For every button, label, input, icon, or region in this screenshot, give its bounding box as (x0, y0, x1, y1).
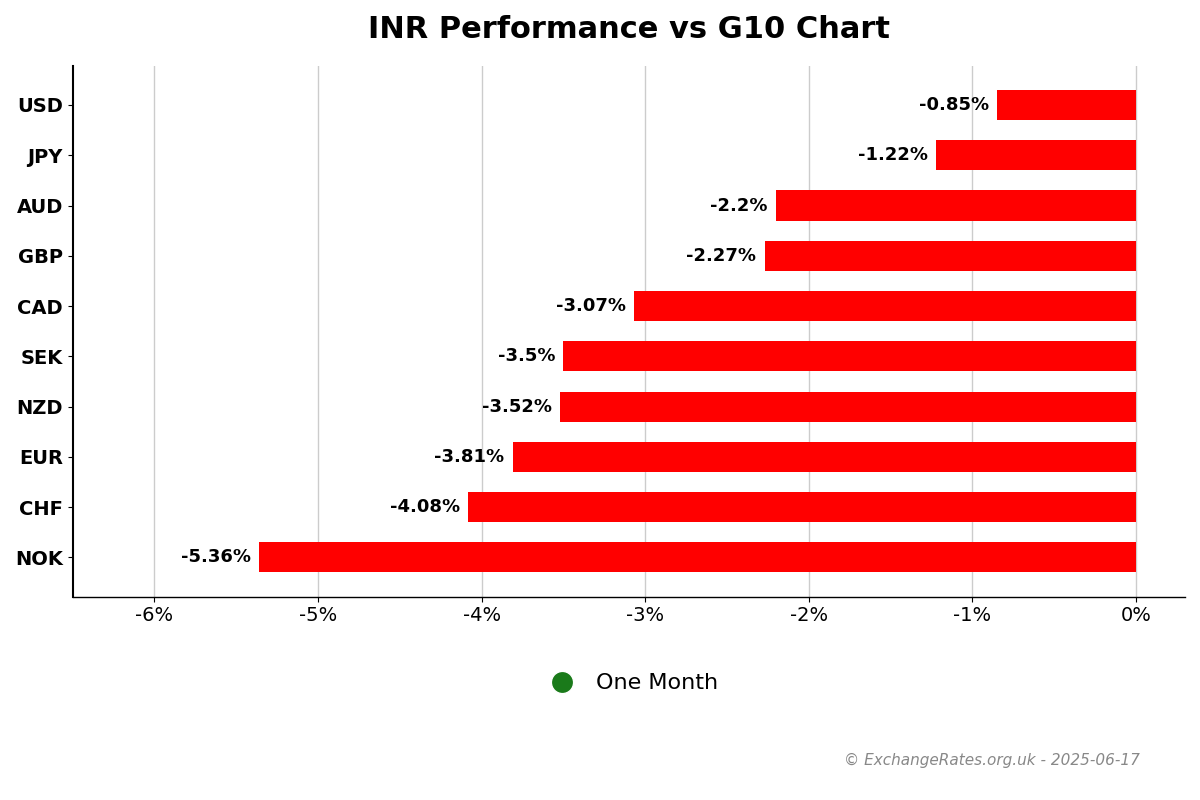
Text: -4.08%: -4.08% (390, 498, 461, 516)
Text: -5.36%: -5.36% (181, 548, 251, 566)
Bar (259, 542, 1136, 573)
Text: -3.07%: -3.07% (556, 297, 625, 315)
Text: -3.5%: -3.5% (498, 347, 556, 366)
Text: -3.52%: -3.52% (482, 398, 552, 415)
Text: -3.81%: -3.81% (434, 448, 504, 466)
Bar (776, 190, 1136, 221)
Text: -0.85%: -0.85% (918, 96, 989, 114)
Text: -1.22%: -1.22% (858, 146, 928, 164)
Bar (764, 241, 1136, 271)
Bar (936, 140, 1136, 170)
Bar (560, 391, 1136, 422)
Legend: One Month: One Month (532, 665, 726, 702)
Bar (512, 442, 1136, 472)
Text: © ExchangeRates.org.uk - 2025-06-17: © ExchangeRates.org.uk - 2025-06-17 (844, 753, 1140, 768)
Bar (468, 492, 1136, 522)
Text: -2.27%: -2.27% (686, 246, 756, 265)
Bar (563, 342, 1136, 371)
Bar (997, 90, 1136, 120)
Text: -2.2%: -2.2% (710, 197, 768, 214)
Bar (634, 291, 1136, 321)
Title: INR Performance vs G10 Chart: INR Performance vs G10 Chart (367, 15, 889, 44)
